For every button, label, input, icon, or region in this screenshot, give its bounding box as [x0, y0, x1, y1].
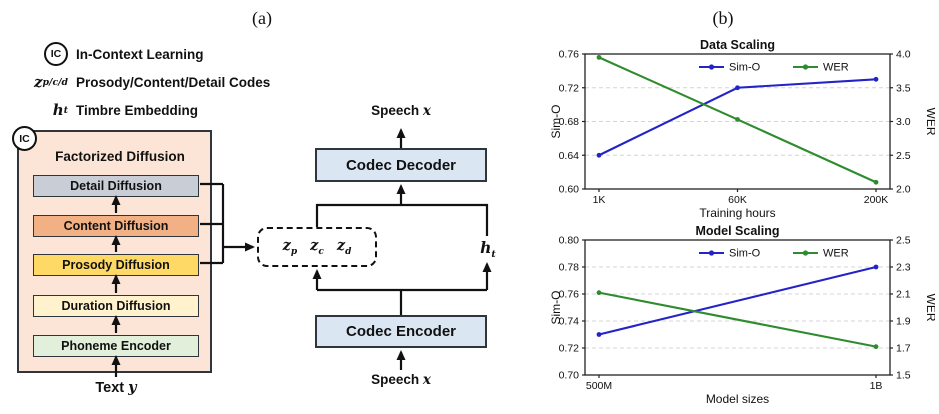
content-diffusion-block: Content Diffusion	[33, 215, 199, 237]
y-tick-label-left: 0.72	[559, 343, 580, 355]
subfigure-caption-b: (b)	[712, 8, 734, 28]
legend-entry-label: WER	[823, 62, 849, 74]
x-tick-label: 200K	[864, 194, 889, 206]
data-point-wer	[735, 117, 740, 122]
series-line-sim-o	[598, 265, 877, 336]
y-tick-label-left: 0.76	[559, 49, 580, 61]
data-point-sim-o	[735, 85, 740, 91]
in-context-learning-icon: IC	[4, 42, 68, 66]
y-tick-label-right: 2.1	[896, 289, 911, 301]
x-tick-label: 500M	[586, 380, 612, 392]
legend-marker-dot	[802, 250, 809, 256]
plot-frame	[584, 239, 891, 376]
factorized-diffusion-panel: IC Factorized Diffusion Detail Diffusion…	[12, 126, 212, 373]
key-label-codes: Prosody/Content/Detail Codes	[76, 74, 271, 90]
y-tick-label-right: 1.9	[896, 316, 911, 328]
y-axis-label-right: WER	[924, 294, 935, 322]
y-tick-label-left: 0.64	[559, 150, 580, 162]
chart-svg: 0.60 0.64 0.68 0.72 0.76 2.0 2.5 3.0 3.5 4.0 1K 60K…	[549, 38, 938, 220]
chart-title: Data Scaling	[700, 38, 775, 52]
x-tick-label: 60K	[728, 194, 747, 206]
y-tick-label-left: 0.70	[559, 370, 580, 382]
y-tick-label-right: 3.0	[896, 116, 911, 128]
chart-svg: 0.70 0.72 0.74 0.76 0.78 0.80 1.5 1.7 1.9 2.1 2.3 2…	[549, 224, 938, 406]
y-tick-label-right: 2.5	[896, 150, 911, 162]
y-axis-label-right: WER	[924, 108, 935, 136]
latent-codes-box: zp zc zd	[257, 227, 377, 267]
data-point-wer	[596, 54, 602, 60]
legend-marker-dot	[708, 250, 715, 256]
duration-diffusion-block: Duration Diffusion	[33, 295, 199, 317]
series-line-wer	[598, 291, 877, 348]
y-tick-label-left: 0.74	[559, 316, 580, 328]
text-var-y: y	[128, 379, 137, 396]
x-tick-label: 1K	[593, 194, 606, 206]
x-axis-label: Training hours	[699, 206, 775, 220]
code-zp: zp	[282, 237, 298, 257]
data-point-wer	[596, 290, 602, 296]
y-tick-label-right: 1.7	[896, 343, 911, 355]
y-tick-label-left: 0.72	[559, 82, 580, 94]
code-zd: zd	[336, 237, 352, 257]
panel-title: Factorized Diffusion	[55, 149, 185, 164]
timbre-embedding-label: ht	[480, 238, 496, 261]
codec-encoder-box: Codec Encoder	[315, 315, 487, 348]
y-tick-label-right: 2.3	[896, 262, 911, 274]
legend-entry-label: WER	[823, 248, 849, 260]
y-axis-label-left: Sim-O	[549, 105, 563, 139]
code-zc: zc	[310, 237, 324, 257]
y-axis-label-left: Sim-O	[549, 291, 563, 325]
y-tick-label-right: 3.5	[896, 82, 911, 94]
x-axis-label: Model sizes	[706, 392, 769, 406]
subfigure-caption-a: (a)	[252, 8, 272, 28]
codes-symbol: z p/c/d	[34, 73, 68, 91]
y-tick-label-right: 2.0	[896, 184, 911, 196]
data-point-sim-o	[596, 332, 602, 337]
y-tick-label-left: 0.76	[559, 289, 580, 301]
key-row-in-context: IC In-Context Learning	[4, 41, 204, 67]
speech-input-label: Speech x	[371, 372, 431, 388]
data-point-sim-o	[873, 264, 879, 270]
data-point-wer	[873, 179, 879, 185]
legend-marker-dot	[708, 64, 715, 70]
model-scaling-chart: 0.70 0.72 0.74 0.76 0.78 0.80 1.5 1.7 1.9 2.1 2.3 2…	[549, 224, 938, 410]
y-tick-label-right: 1.5	[896, 370, 911, 382]
y-tick-label-left: 0.68	[559, 116, 580, 128]
data-scaling-chart: 0.60 0.64 0.68 0.72 0.76 2.0 2.5 3.0 3.5 4.0 1K 60K…	[549, 38, 938, 224]
speech-var-x: x	[422, 372, 431, 388]
key-label-timbre: Timbre Embedding	[76, 102, 199, 118]
in-context-learning-icon: IC	[12, 126, 37, 151]
chart-title: Model Scaling	[695, 224, 779, 238]
y-tick-label-right: 4.0	[896, 49, 911, 61]
y-tick-label-right: 2.5	[896, 235, 911, 247]
prosody-diffusion-block: Prosody Diffusion	[33, 254, 199, 276]
data-point-sim-o	[596, 152, 602, 158]
legend-marker-dot	[802, 64, 809, 70]
codec-decoder-box: Codec Decoder	[315, 148, 487, 182]
phoneme-encoder-block: Phoneme Encoder	[33, 335, 199, 357]
legend-entry-label: Sim-O	[729, 62, 761, 74]
x-tick-label: 1B	[870, 380, 883, 392]
data-point-sim-o	[873, 76, 879, 82]
text-input-label: Text y	[95, 379, 137, 396]
speech-output-label: Speech x	[371, 103, 431, 119]
speech-var-x: x	[422, 103, 431, 119]
detail-diffusion-block: Detail Diffusion	[33, 175, 199, 197]
encoder-output-bus	[317, 288, 487, 315]
key-label-in-context: In-Context Learning	[76, 46, 204, 62]
data-point-wer	[873, 344, 879, 350]
key-row-codes: z p/c/d Prosody/Content/Detail Codes	[4, 69, 270, 95]
legend-entry-label: Sim-O	[729, 248, 761, 260]
y-tick-label-left: 0.60	[559, 184, 580, 196]
y-tick-label-left: 0.78	[559, 262, 580, 274]
y-tick-label-left: 0.80	[559, 235, 580, 247]
